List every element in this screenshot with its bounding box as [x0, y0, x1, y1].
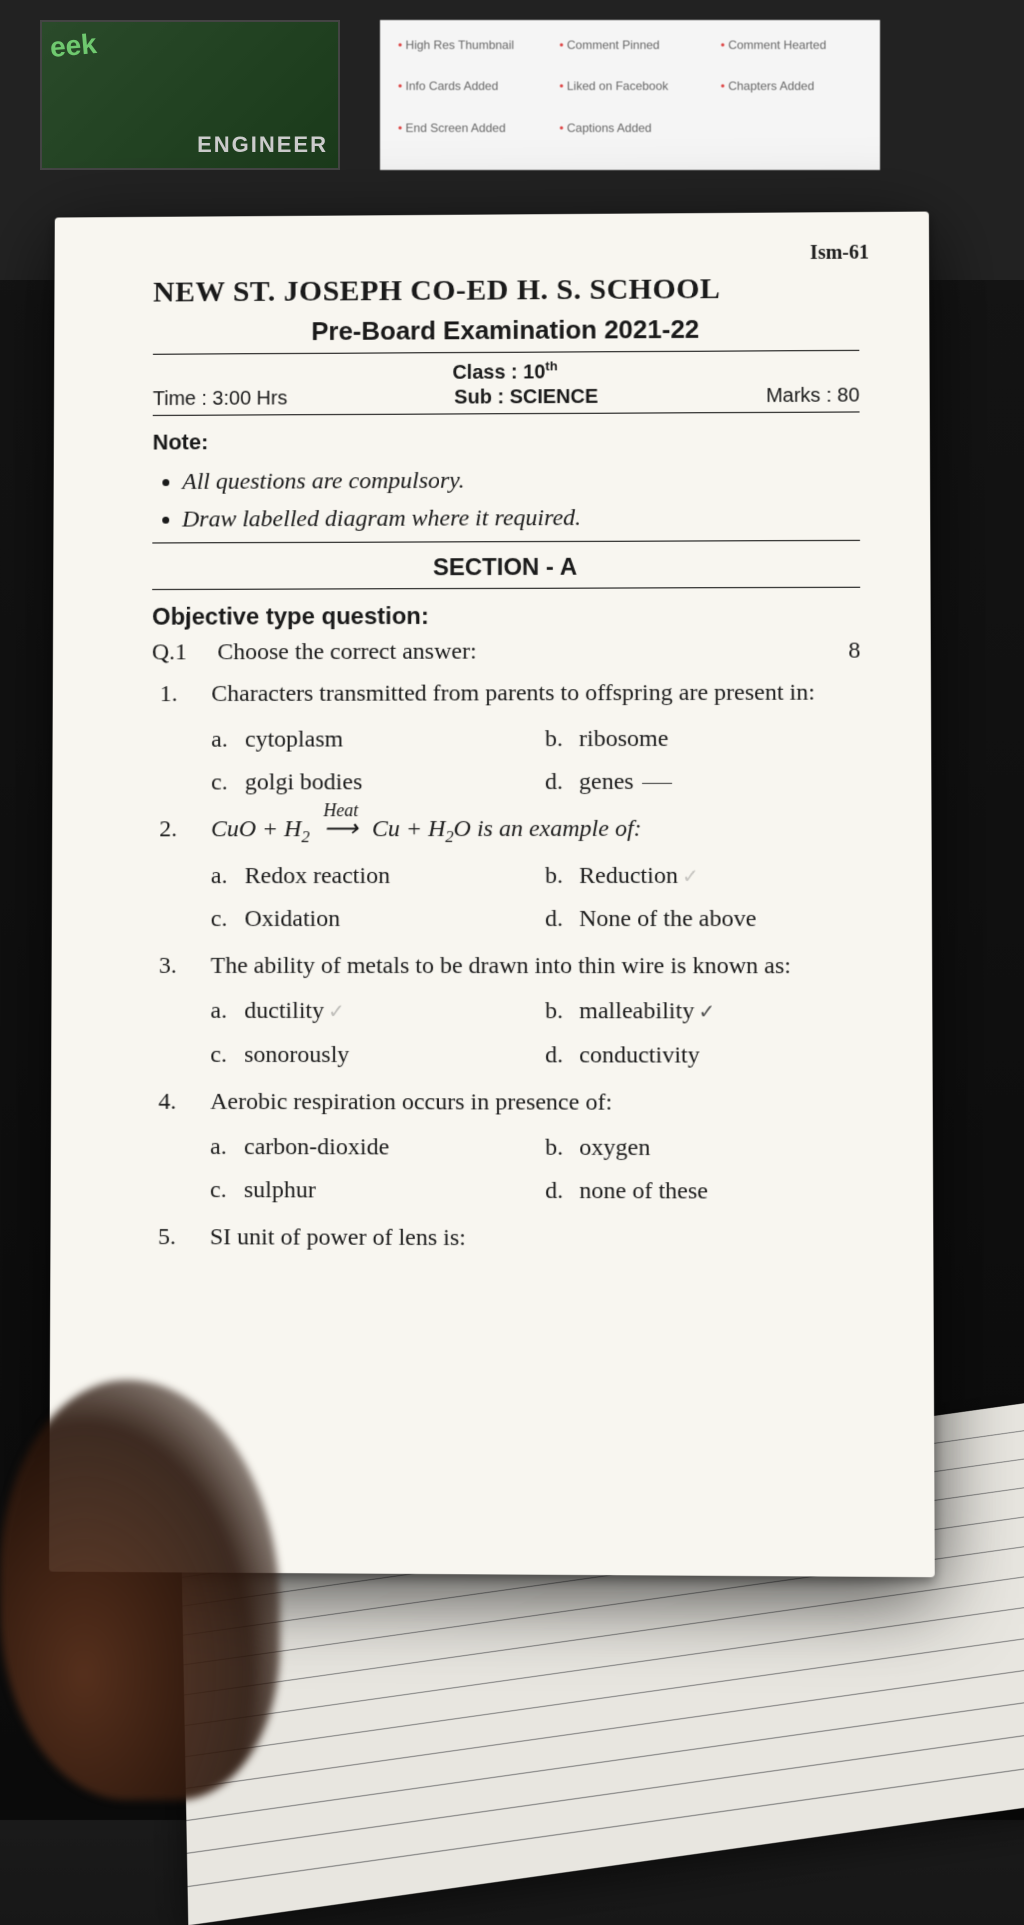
- question-3: 3. The ability of metals to be drawn int…: [151, 948, 862, 1074]
- panel-item: Chapters Added: [721, 79, 862, 110]
- question-number: 3.: [159, 948, 177, 985]
- pen-mark-tick: ✓: [698, 1002, 715, 1024]
- question-stem: SI unit of power of lens is:: [210, 1220, 863, 1259]
- section-title: SECTION - A: [152, 553, 860, 583]
- option-b: ribosome: [579, 726, 668, 752]
- option-b: malleability: [579, 999, 694, 1025]
- subject-label: Sub : SCIENCE: [454, 386, 598, 410]
- divider: [152, 540, 860, 544]
- info-panel: High Res Thumbnail Comment Pinned Commen…: [380, 20, 880, 170]
- panel-item: Liked on Facebook: [559, 79, 700, 110]
- options: a.cytoplasm b.ribosome c.golgi bodies d.…: [211, 720, 861, 801]
- video-thumbnail: eek ENGINEER: [40, 20, 340, 170]
- q1-label: Q.1: [152, 640, 212, 667]
- question-stem: The ability of metals to be drawn into t…: [211, 948, 862, 986]
- panel-item: Info Cards Added: [398, 79, 539, 110]
- question-number: 1.: [160, 677, 178, 714]
- question-stem: Aerobic respiration occurs in presence o…: [210, 1084, 862, 1122]
- option-d: none of these: [579, 1178, 708, 1205]
- objective-heading: Objective type question:: [152, 602, 860, 632]
- note-heading: Note:: [153, 426, 860, 455]
- question-2: 2. CuO + H2 Heat ⟶ Cu + H2O is an exampl…: [151, 811, 861, 939]
- option-c: sonorously: [244, 1041, 349, 1067]
- note-item: Draw labelled diagram where it required.: [182, 498, 860, 539]
- pen-mark-dash: [642, 783, 672, 784]
- option-c: sulphur: [244, 1177, 316, 1203]
- option-c: Oxidation: [245, 906, 341, 932]
- question-1: 1. Characters transmitted from parents t…: [151, 675, 860, 801]
- marks-label: Marks : 80: [766, 384, 860, 407]
- option-d: None of the above: [579, 906, 756, 932]
- question-stem: Characters transmitted from parents to o…: [211, 675, 860, 713]
- class-suffix: th: [545, 358, 557, 373]
- options: a.Redox reaction b.Reduction✓ c.Oxidatio…: [211, 858, 862, 939]
- panel-item: End Screen Added: [398, 121, 539, 152]
- divider: [153, 411, 860, 415]
- school-name: NEW ST. JOSEPH CO-ED H. S. SCHOOL: [153, 271, 859, 309]
- exam-paper: Ism-61 NEW ST. JOSEPH CO-ED H. S. SCHOOL…: [49, 212, 935, 1578]
- option-a: Redox reaction: [245, 863, 390, 889]
- option-d: conductivity: [579, 1042, 700, 1068]
- note-list: All questions are compulsory. Draw label…: [152, 460, 860, 539]
- options: a.ductility✓ b.malleability✓ c.sonorousl…: [210, 993, 862, 1074]
- divider: [152, 587, 860, 590]
- reaction-arrow: Heat ⟶: [316, 811, 366, 848]
- q1-text: Choose the correct answer:: [217, 639, 476, 666]
- question-4: 4. Aerobic respiration occurs in presenc…: [150, 1084, 862, 1212]
- time-label: Time : 3:00 Hrs: [153, 387, 288, 410]
- note-item: All questions are compulsory.: [182, 460, 860, 501]
- q1-row: Q.1 Choose the correct answer: 8: [152, 638, 861, 667]
- question-number: 4.: [158, 1084, 176, 1121]
- question-stem: CuO + H2 Heat ⟶ Cu + H2O is an example o…: [211, 811, 861, 850]
- q1-marks: 8: [848, 638, 860, 665]
- pen-mark-tick: ✓: [328, 1001, 345, 1023]
- option-c: golgi bodies: [245, 769, 362, 795]
- option-b: oxygen: [579, 1135, 650, 1161]
- panel-item: Comment Pinned: [559, 38, 700, 69]
- thumbnail-label: ENGINEER: [197, 132, 328, 158]
- option-a: ductility: [244, 998, 324, 1024]
- option-a: carbon-dioxide: [244, 1134, 389, 1160]
- panel-item: High Res Thumbnail: [398, 38, 539, 69]
- thumbnail-badge: eek: [49, 28, 98, 64]
- class-line: Class : 10th: [153, 357, 860, 386]
- option-d: genes: [579, 769, 634, 795]
- option-a: cytoplasm: [245, 726, 343, 752]
- exam-title: Pre-Board Examination 2021-22: [153, 313, 859, 348]
- class-label: Class : 10: [452, 361, 545, 383]
- paper-code: Ism-61: [810, 242, 869, 265]
- panel-item: Comment Hearted: [721, 38, 862, 69]
- option-b: Reduction: [579, 863, 678, 889]
- question-number: 5.: [158, 1219, 176, 1256]
- meta-row: Time : 3:00 Hrs Sub : SCIENCE Marks : 80: [153, 384, 860, 410]
- divider: [153, 350, 859, 355]
- question-5: 5. SI unit of power of lens is:: [150, 1219, 863, 1259]
- pen-mark-tick: ✓: [682, 866, 699, 888]
- panel-item: Captions Added: [559, 121, 700, 152]
- options: a.carbon-dioxide b.oxygen c.sulphur d.no…: [210, 1129, 862, 1211]
- question-number: 2.: [159, 811, 177, 848]
